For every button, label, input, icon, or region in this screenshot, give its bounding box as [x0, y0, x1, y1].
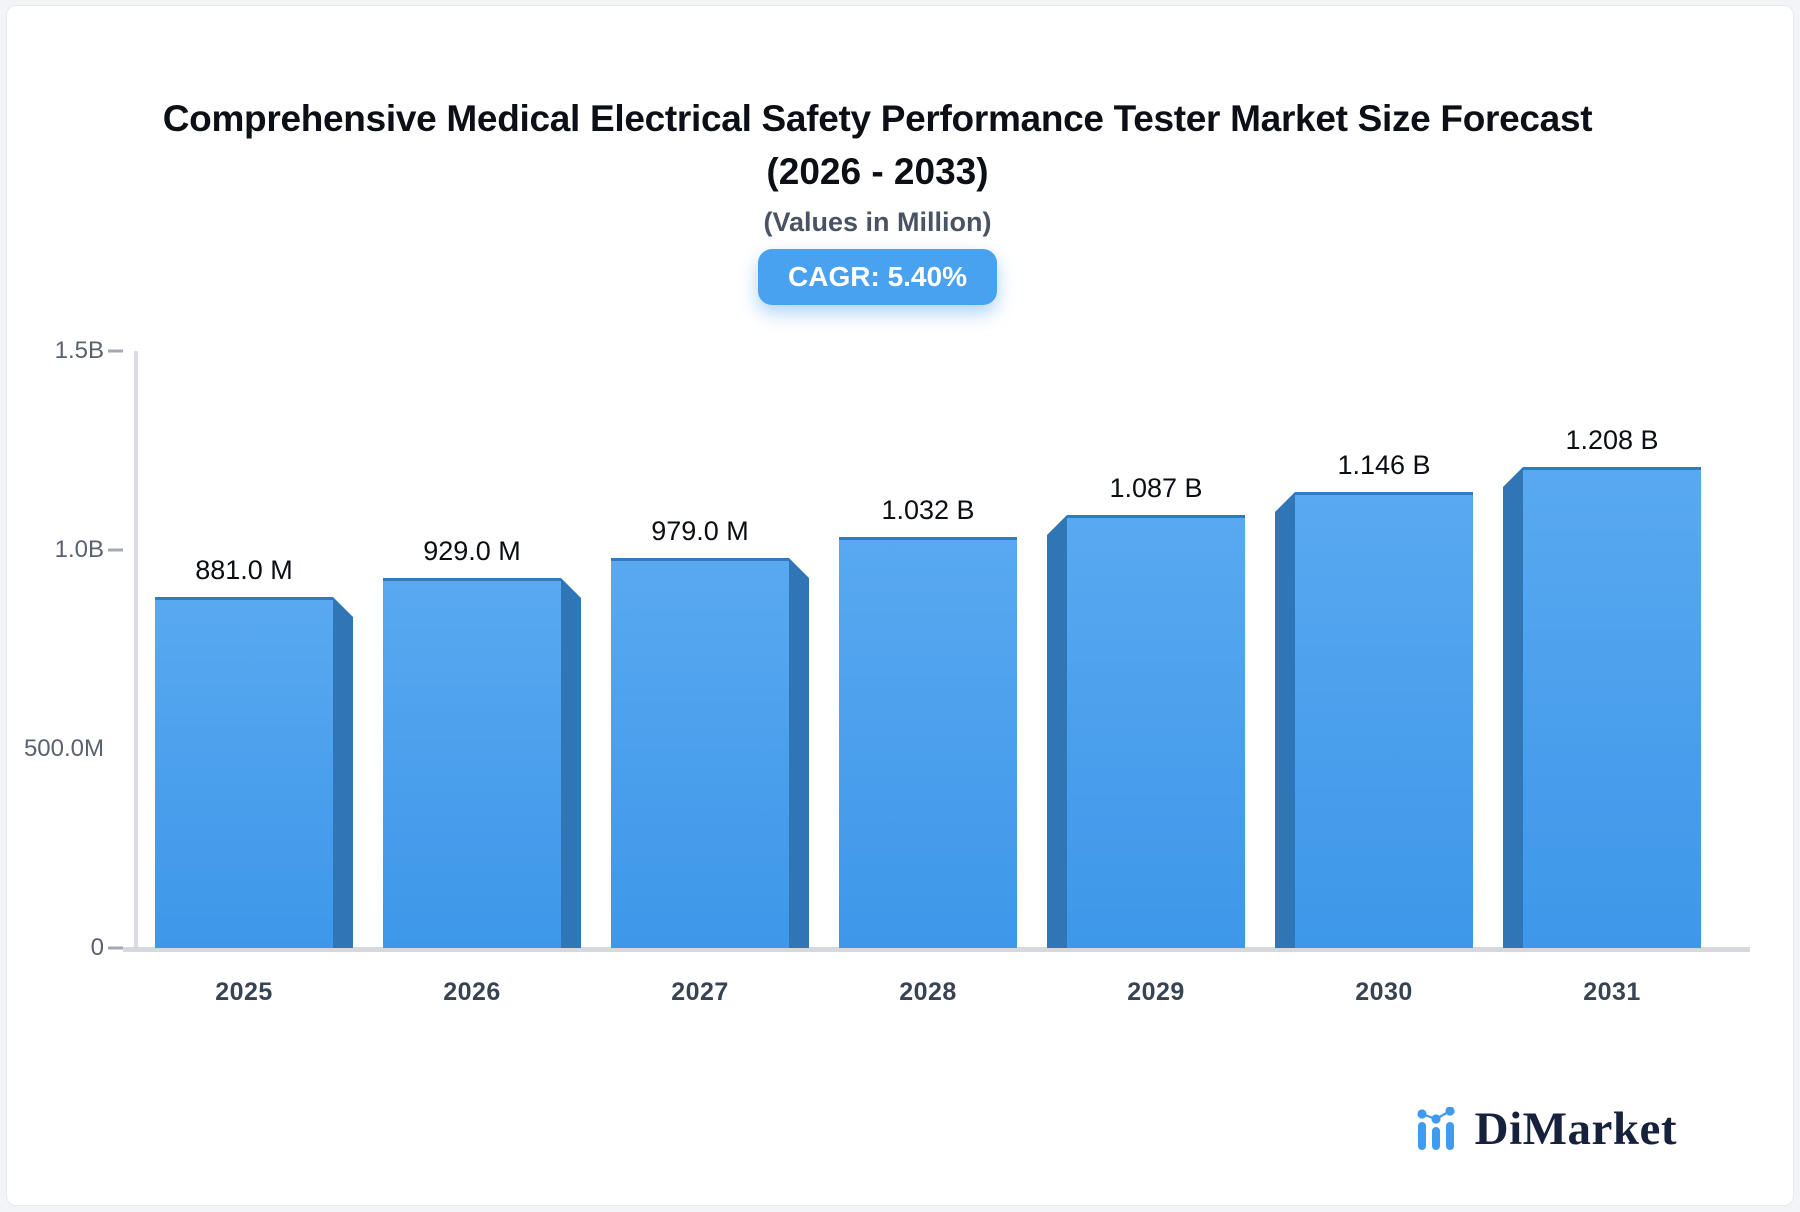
bar-side-shade [333, 597, 353, 948]
bar-chart-logo-icon [1417, 1106, 1455, 1150]
bar-value-label: 1.032 B [881, 495, 975, 525]
y-tick-dash [108, 548, 123, 552]
x-tick-label-2030: 2030 [1355, 978, 1413, 1006]
chart-title-line1: Comprehensive Medical Electrical Safety … [162, 98, 1593, 139]
bar-side-shade [1047, 515, 1067, 948]
bar-2029[interactable] [1067, 515, 1245, 948]
bar-value-label: 1.146 B [1337, 450, 1431, 480]
bar-side-shade [1503, 467, 1523, 948]
page-card: Comprehensive Medical Electrical Safety … [6, 5, 1794, 1206]
bar-value-label: 1.087 B [1109, 473, 1203, 503]
bar-2028[interactable] [839, 537, 1017, 948]
brand-logo: DiMarket [1416, 1102, 1677, 1156]
y-tick-label: 500.0M [23, 735, 104, 762]
x-tick-label-2025: 2025 [215, 978, 273, 1006]
y-tick-label: 1.0B [54, 536, 104, 563]
bar-side-shade [789, 558, 809, 948]
bar-2026[interactable] [383, 578, 561, 948]
x-tick-label-2026: 2026 [443, 978, 501, 1006]
x-tick-label-2028: 2028 [899, 978, 957, 1006]
brand-name: DiMarket [1474, 1103, 1677, 1155]
cagr-badge: CAGR: 5.40% [758, 249, 997, 305]
bar-value-label: 1.208 B [1565, 425, 1659, 455]
bar-side-shade [561, 578, 581, 948]
chart-title-line2: (2026 - 2033) [766, 151, 989, 192]
bar-value-label: 881.0 M [195, 555, 293, 585]
chart-subtitle: (Values in Million) [763, 207, 992, 237]
x-tick-label-2029: 2029 [1127, 978, 1185, 1006]
bar-chart-plot: 1.5B 1.0B 500.0M 0 881.0 M 2025 929.0 M 2026 979… [7, 6, 1793, 1205]
bar-value-label: 929.0 M [423, 536, 521, 566]
badge-row: CAGR: 5.40% [7, 249, 1748, 305]
bar-value-label: 979.0 M [651, 516, 749, 546]
bar-side-shade [1275, 492, 1295, 948]
y-tick-label: 1.5B [54, 337, 104, 364]
y-tick-label: 0 [90, 934, 104, 961]
x-tick-label-2031: 2031 [1583, 978, 1641, 1006]
chart-header: Comprehensive Medical Electrical Safety … [7, 6, 1748, 305]
bar-2027[interactable] [611, 558, 789, 948]
y-axis-line [134, 351, 138, 952]
x-axis-line [123, 947, 1750, 952]
y-tick-dash [108, 349, 123, 353]
bar-2030[interactable] [1295, 492, 1473, 948]
x-tick-label-2027: 2027 [671, 978, 729, 1006]
bar-2025[interactable] [155, 597, 333, 948]
bar-2031[interactable] [1523, 467, 1701, 948]
y-tick-dash [108, 946, 123, 950]
